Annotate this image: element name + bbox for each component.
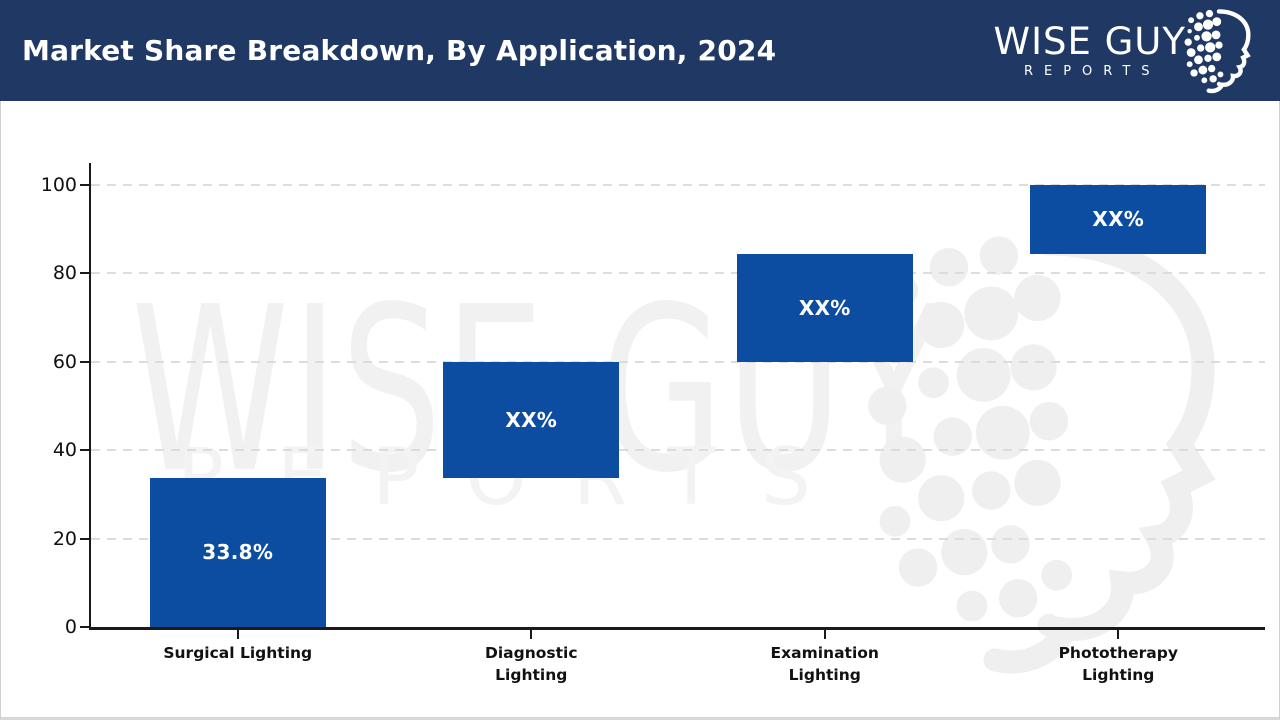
y-tick-label-80: 80 (52, 262, 77, 285)
y-tick-label-100: 100 (40, 174, 77, 196)
bar-value-label: 33.8% (202, 540, 274, 565)
header-bar: Market Share Breakdown, By Application, … (0, 0, 1280, 101)
y-tick-label-0: 0 (64, 616, 77, 638)
logo-wordmark: WISE GUY (993, 19, 1186, 63)
y-tick-label-20: 20 (52, 527, 77, 550)
page-title: Market Share Breakdown, By Application, … (22, 34, 777, 67)
x-category-label-2: Diagnostic Lighting (484, 644, 578, 684)
x-tick-mark-1 (236, 630, 239, 639)
bar-value-label: XX% (505, 407, 558, 432)
x-tick-mark-3 (823, 630, 826, 639)
bar-1: 33.8% (149, 477, 326, 627)
plot-area: 0 20 40 60 80 100 33.8% Surgical Lighting XX% Dia… (41, 163, 1265, 684)
y-tick-mark-60 (80, 360, 89, 363)
y-tick-mark-100 (80, 184, 89, 186)
x-tick-mark-2 (530, 630, 533, 639)
y-tick-mark-0 (80, 626, 89, 628)
gridline-40 (91, 449, 1265, 452)
y-tick-mark-80 (80, 272, 89, 275)
brand-logo: WISE GUY REPORTS (994, 7, 1256, 95)
y-tick-label-60: 60 (52, 350, 77, 373)
bar-2: XX% (443, 361, 620, 478)
x-category-label-1: Surgical Lighting (163, 644, 313, 662)
bar-value-label: XX% (1092, 207, 1145, 232)
x-category-label-4: Phototherapy Lighting (1058, 644, 1178, 684)
gridline-80 (91, 272, 1265, 275)
logo-subtitle: REPORTS (1023, 63, 1161, 79)
gridline-20 (91, 537, 1265, 540)
bar-value-label: XX% (798, 295, 851, 320)
gridline-100 (91, 184, 1265, 186)
y-tick-mark-20 (80, 537, 89, 540)
gridline-60 (91, 360, 1265, 363)
logo-head-icon (1182, 7, 1256, 95)
bar-4: XX% (1030, 185, 1207, 254)
bar-3: XX% (736, 253, 913, 362)
y-tick-mark-40 (80, 449, 89, 452)
chart-area: WISE GUY REPORTS 0 20 40 60 80 100 33.8% Surgic… (0, 101, 1280, 720)
x-tick-mark-4 (1117, 630, 1120, 639)
x-category-label-3: Examination Lighting (770, 644, 879, 684)
logo-text: WISE GUY REPORTS (994, 23, 1186, 79)
y-tick-label-40: 40 (52, 439, 77, 462)
